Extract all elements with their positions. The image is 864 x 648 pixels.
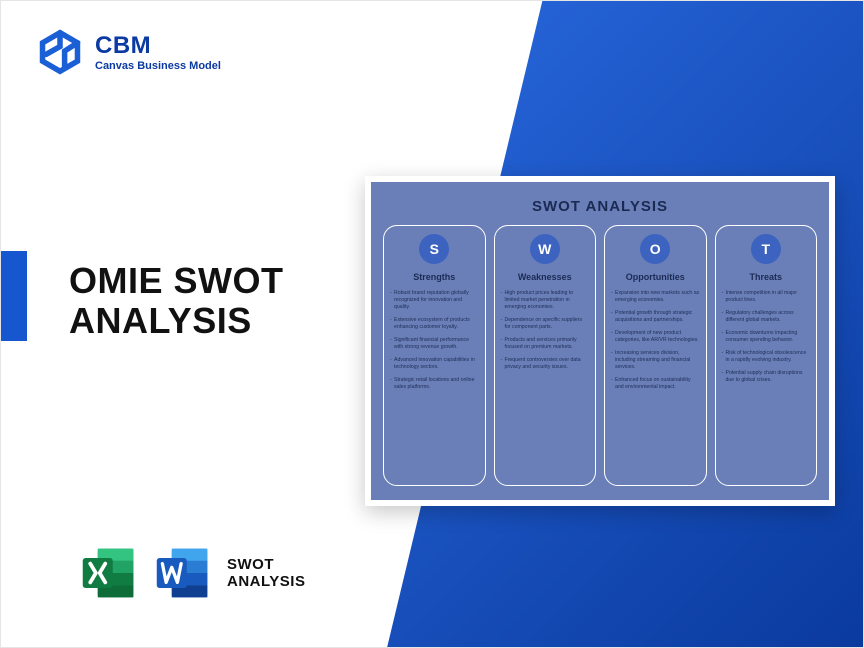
swot-item: Expansion into new markets such as emerg…	[611, 290, 700, 304]
swot-items-weaknesses: High product prices leading to limited m…	[501, 290, 590, 377]
brand-subtitle: Canvas Business Model	[95, 60, 221, 72]
swot-letter-w: W	[530, 234, 560, 264]
swot-item: Strategic retail locations and online sa…	[390, 377, 479, 391]
swot-letter-s: S	[419, 234, 449, 264]
swot-item: Enhanced focus on sustainability and env…	[611, 377, 700, 391]
swot-item: Extensive ecosystem of products enhancin…	[390, 317, 479, 331]
swot-item: Risk of technological obsolescence in a …	[722, 350, 811, 364]
accent-bar	[1, 251, 27, 341]
brand-text: CBM Canvas Business Model	[95, 32, 221, 72]
swot-item: Advanced innovation capabilities in tech…	[390, 357, 479, 371]
file-icons-row: SWOT ANALYSIS	[79, 543, 305, 603]
swot-col-opportunities: O Opportunities Expansion into new marke…	[604, 225, 707, 486]
word-icon	[153, 543, 213, 603]
swot-item: Significant financial performance with s…	[390, 337, 479, 351]
swot-heading-opportunities: Opportunities	[626, 272, 685, 282]
swot-item: Frequent controversies over data privacy…	[501, 357, 590, 371]
swot-card: SWOT ANALYSIS S Strengths Robust brand r…	[365, 176, 835, 506]
swot-item: Dependence on specific suppliers for com…	[501, 317, 590, 331]
swot-col-weaknesses: W Weaknesses High product prices leading…	[494, 225, 597, 486]
swot-columns: S Strengths Robust brand reputation glob…	[383, 225, 817, 486]
swot-item: Development of new product categories, l…	[611, 330, 700, 344]
swot-item: Intense competition in all major product…	[722, 290, 811, 304]
swot-item: Regulatory challenges across different g…	[722, 310, 811, 324]
swot-item: High product prices leading to limited m…	[501, 290, 590, 311]
swot-item: Robust brand reputation globally recogni…	[390, 290, 479, 311]
stage: CBM Canvas Business Model OMIE SWOT ANAL…	[0, 0, 864, 648]
swot-col-strengths: S Strengths Robust brand reputation glob…	[383, 225, 486, 486]
swot-item: Economic downturns impacting consumer sp…	[722, 330, 811, 344]
swot-heading-strengths: Strengths	[413, 272, 455, 282]
swot-items-strengths: Robust brand reputation globally recogni…	[390, 290, 479, 397]
logo-block: CBM Canvas Business Model	[37, 29, 221, 75]
excel-icon	[79, 543, 139, 603]
swot-items-opportunities: Expansion into new markets such as emerg…	[611, 290, 700, 397]
swot-heading-weaknesses: Weaknesses	[518, 272, 572, 282]
swot-item: Products and services primarily focused …	[501, 337, 590, 351]
swot-letter-o: O	[640, 234, 670, 264]
brand-name: CBM	[95, 32, 221, 60]
swot-items-threats: Intense competition in all major product…	[722, 290, 811, 390]
page-title: OMIE SWOT ANALYSIS	[69, 261, 389, 342]
swot-heading-threats: Threats	[749, 272, 782, 282]
swot-card-title: SWOT ANALYSIS	[383, 198, 817, 215]
swot-item: Potential growth through strategic acqui…	[611, 310, 700, 324]
file-icons-label: SWOT ANALYSIS	[227, 556, 305, 591]
icons-label-line2: ANALYSIS	[227, 573, 305, 590]
icons-label-line1: SWOT	[227, 556, 305, 573]
swot-col-threats: T Threats Intense competition in all maj…	[715, 225, 818, 486]
swot-item: Potential supply chain disruptions due t…	[722, 370, 811, 384]
swot-letter-t: T	[751, 234, 781, 264]
swot-item: Increasing services division, including …	[611, 350, 700, 371]
cbm-logo-icon	[37, 29, 83, 75]
